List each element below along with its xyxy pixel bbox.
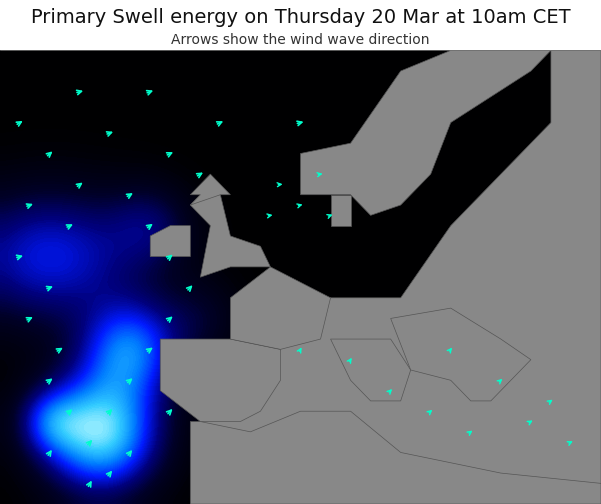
Polygon shape xyxy=(191,195,270,277)
Polygon shape xyxy=(200,50,601,504)
Polygon shape xyxy=(391,308,531,401)
Polygon shape xyxy=(191,174,230,205)
Polygon shape xyxy=(230,267,331,349)
Polygon shape xyxy=(331,195,350,226)
Text: Arrows show the wind wave direction: Arrows show the wind wave direction xyxy=(171,33,430,47)
Text: Primary Swell energy on Thursday 20 Mar at 10am CET: Primary Swell energy on Thursday 20 Mar … xyxy=(31,8,570,27)
Polygon shape xyxy=(160,339,281,421)
Polygon shape xyxy=(300,50,551,215)
Polygon shape xyxy=(191,411,601,504)
Polygon shape xyxy=(150,226,191,257)
Polygon shape xyxy=(331,339,410,401)
